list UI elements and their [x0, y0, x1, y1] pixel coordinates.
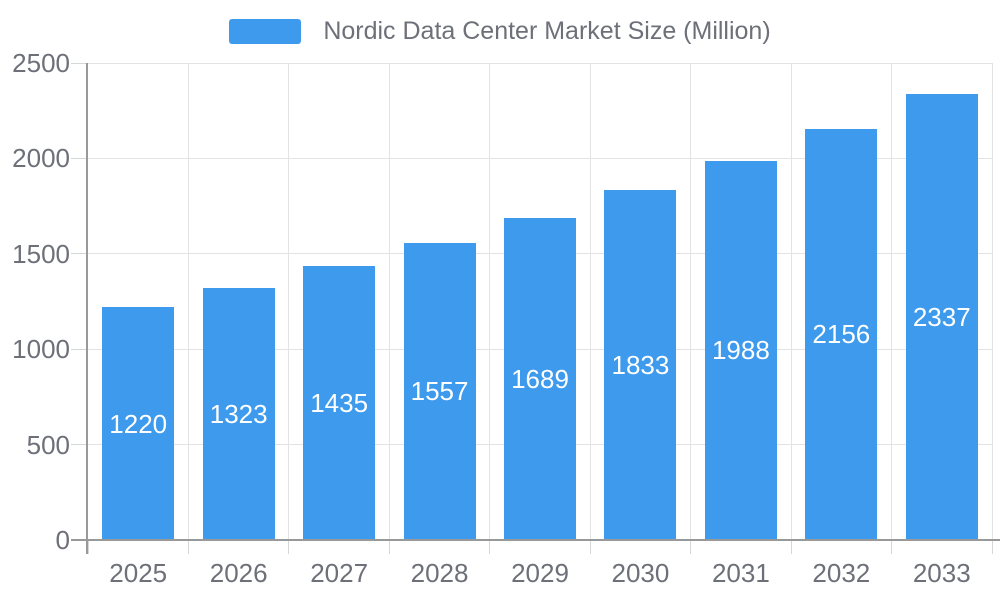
- gridline-vertical: [187, 63, 189, 540]
- bar: [202, 287, 275, 540]
- y-axis-tick: [71, 444, 87, 446]
- gridline-horizontal: [88, 157, 992, 159]
- gridline-horizontal: [88, 62, 992, 64]
- gridline-vertical: [388, 63, 390, 540]
- legend-swatch-icon[interactable]: [229, 18, 302, 44]
- gridline-vertical: [991, 63, 993, 540]
- x-tick-label: 2026: [209, 558, 268, 588]
- x-axis-tick: [790, 540, 792, 554]
- bar: [504, 217, 576, 540]
- x-axis-tick: [690, 540, 692, 554]
- bar-value-label: 1323: [209, 398, 268, 429]
- y-tick-label: 2500: [12, 48, 70, 78]
- x-axis-line: [71, 539, 1000, 541]
- y-axis-tick: [71, 62, 87, 64]
- bar-value-label: 1833: [611, 350, 670, 381]
- y-tick-label: 1000: [12, 334, 70, 365]
- bar-value-label: 1557: [410, 376, 469, 407]
- x-tick-label: 2028: [410, 558, 469, 588]
- bar: [102, 307, 175, 540]
- legend[interactable]: Nordic Data Center Market Size (Million): [0, 16, 1000, 46]
- x-axis-tick: [589, 540, 591, 554]
- y-axis-line: [86, 63, 88, 554]
- bar-value-label: 1435: [310, 388, 369, 419]
- y-axis-tick: [71, 253, 87, 255]
- y-tick-label: 2000: [12, 143, 70, 174]
- y-tick-label: 1500: [12, 238, 70, 269]
- bar-value-label: 2337: [912, 302, 971, 333]
- gridline-vertical: [690, 63, 692, 540]
- x-tick-label: 2033: [912, 558, 971, 588]
- y-axis-tick: [71, 348, 87, 350]
- x-axis-tick: [187, 540, 189, 554]
- x-tick-label: 2031: [711, 558, 770, 588]
- bar: [303, 266, 376, 540]
- legend-label[interactable]: Nordic Data Center Market Size (Million): [323, 17, 771, 45]
- y-tick-label: 0: [55, 525, 70, 555]
- x-axis-tick: [891, 540, 893, 554]
- x-axis-tick: [388, 540, 390, 554]
- x-tick-label: 2025: [109, 558, 168, 588]
- bar: [704, 160, 777, 540]
- x-axis-tick: [87, 540, 89, 554]
- bar: [604, 190, 677, 540]
- x-tick-label: 2029: [511, 558, 569, 588]
- bar-value-label: 2156: [812, 319, 871, 350]
- gridline-vertical: [489, 63, 491, 540]
- bar: [905, 94, 978, 540]
- y-tick-label: 500: [26, 429, 70, 460]
- x-tick-label: 2030: [611, 558, 670, 588]
- x-axis-tick: [288, 540, 290, 554]
- bar-value-label: 1220: [109, 408, 168, 439]
- x-axis-tick: [991, 540, 993, 554]
- x-tick-label: 2032: [812, 558, 871, 588]
- bar-value-label: 1988: [711, 335, 770, 366]
- bar-value-label: 1689: [511, 363, 569, 394]
- gridline-vertical: [288, 63, 290, 540]
- gridline-vertical: [891, 63, 893, 540]
- gridline-vertical: [790, 63, 792, 540]
- x-tick-label: 2027: [310, 558, 369, 588]
- gridline-vertical: [589, 63, 591, 540]
- bar: [805, 128, 878, 540]
- x-axis-tick: [489, 540, 491, 554]
- y-axis-tick: [71, 157, 87, 159]
- bar: [403, 242, 476, 540]
